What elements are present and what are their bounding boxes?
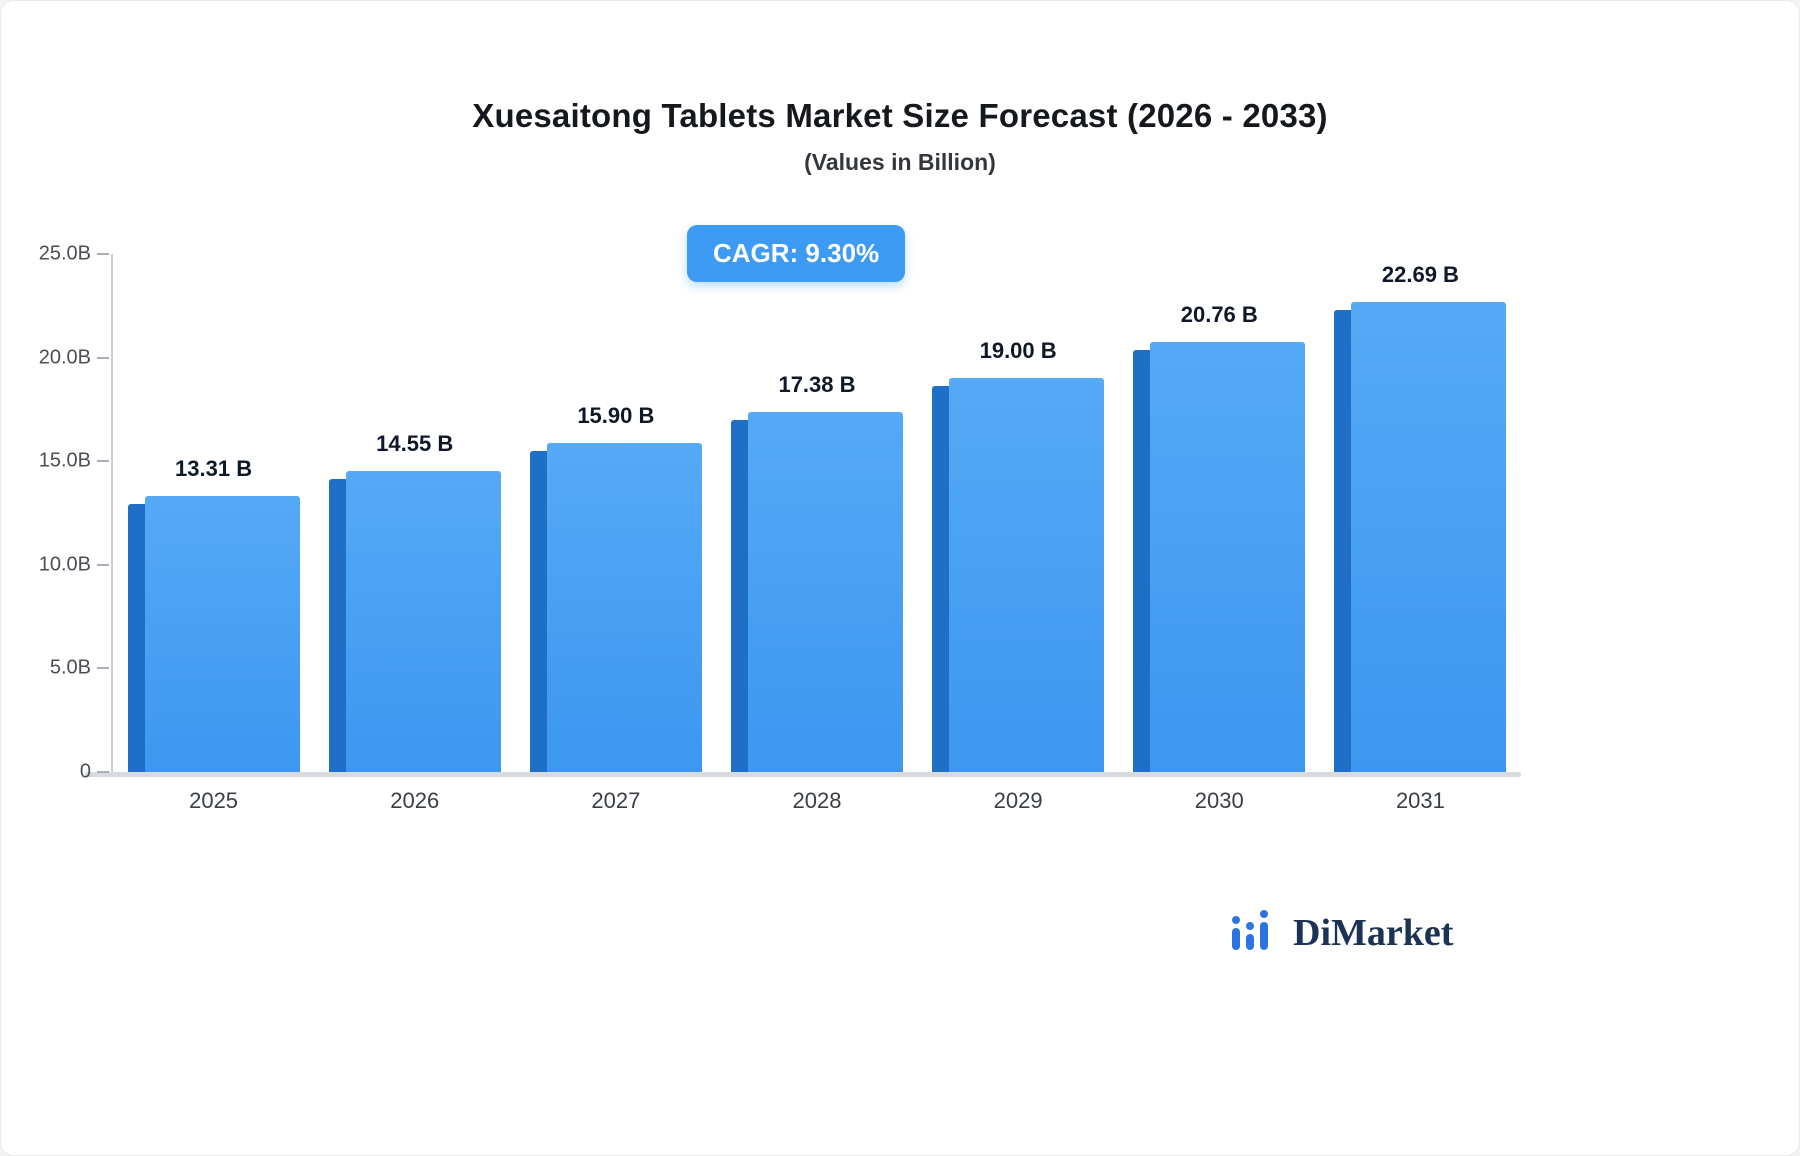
y-axis-tick-label: 20.0B xyxy=(38,346,91,369)
bar-side-shade xyxy=(932,386,950,772)
bar-value-label: 22.69 B xyxy=(1381,261,1459,287)
bar-group-2027: 15.90 B 2027 xyxy=(515,254,716,813)
y-axis-tick-label: 25.0B xyxy=(38,242,91,265)
y-axis-line xyxy=(111,254,113,772)
x-axis-category-label: 2030 xyxy=(1194,788,1244,813)
bar-value-label: 15.90 B xyxy=(577,402,655,428)
y-axis-tick-label: 15.0B xyxy=(38,449,91,472)
bar-side-shade xyxy=(730,419,748,772)
brand-name: DiMarket xyxy=(1293,912,1454,954)
bar xyxy=(1133,341,1306,772)
bar-face xyxy=(747,411,903,772)
bar-face xyxy=(1351,301,1507,772)
bar-value-label: 20.76 B xyxy=(1180,301,1258,327)
bar-group-2025: 13.31 B 2025 xyxy=(113,254,314,813)
chart-title: Xuesaitong Tablets Market Size Forecast … xyxy=(472,97,1328,134)
y-axis-tick-mark xyxy=(97,563,109,566)
bar-value-label: 17.38 B xyxy=(778,371,856,397)
brand-logo: DiMarket xyxy=(1229,906,1453,952)
bar-side-shade xyxy=(328,478,346,772)
chart-subtitle: (Values in Billion) xyxy=(804,149,996,175)
bar-side-shade xyxy=(529,450,547,772)
bar-side-shade xyxy=(127,504,145,772)
bar-group-2026: 14.55 B 2026 xyxy=(314,254,515,813)
bar-group-2028: 17.38 B 2028 xyxy=(716,254,917,813)
bar-side-shade xyxy=(1334,309,1352,772)
bar-face xyxy=(546,442,702,772)
y-axis-tick-mark xyxy=(97,771,109,773)
bar xyxy=(127,496,300,772)
bar-face xyxy=(144,496,300,772)
bar xyxy=(328,470,501,772)
x-axis-category-label: 2027 xyxy=(591,788,641,813)
y-axis-tick-label: 5.0B xyxy=(49,656,91,679)
bar-face xyxy=(345,470,501,772)
bar-face xyxy=(949,378,1105,772)
x-axis-line xyxy=(85,772,1521,777)
bar-group-2031: 22.69 B 2031 xyxy=(1320,254,1521,813)
bar xyxy=(730,411,903,772)
x-axis-category-label: 2026 xyxy=(390,788,440,813)
plot-area: 0 5.0B 10.0B 15.0B 20.0B 25.0B 13.31 B 2025 14.5… xyxy=(39,243,1521,813)
bar-value-label: 13.31 B xyxy=(175,456,253,482)
x-axis-category-label: 2031 xyxy=(1395,788,1445,813)
x-axis-category-label: 2029 xyxy=(993,788,1043,813)
y-axis-tick-mark xyxy=(97,253,109,255)
x-axis-category-label: 2028 xyxy=(792,788,842,813)
bar xyxy=(1334,301,1507,772)
bar-value-label: 14.55 B xyxy=(376,430,454,456)
y-axis-tick-mark xyxy=(97,667,109,670)
y-axis-tick-mark xyxy=(97,460,109,463)
bar xyxy=(932,378,1105,772)
cagr-badge: CAGR: 9.30% xyxy=(687,225,906,282)
bar-chart-logo-icon xyxy=(1232,910,1268,950)
bar-group-2030: 20.76 B 2030 xyxy=(1119,254,1320,813)
bar-value-label: 19.00 B xyxy=(979,338,1057,364)
bar-side-shade xyxy=(1133,349,1151,772)
y-axis-tick-mark xyxy=(97,356,109,359)
bar-group-2029: 19.00 B 2029 xyxy=(918,254,1119,813)
y-axis-tick-label: 0 xyxy=(79,760,91,783)
x-axis-category-label: 2025 xyxy=(189,788,239,813)
bar-face xyxy=(1150,341,1306,772)
bar xyxy=(529,442,702,772)
y-axis-tick-label: 10.0B xyxy=(38,553,91,576)
